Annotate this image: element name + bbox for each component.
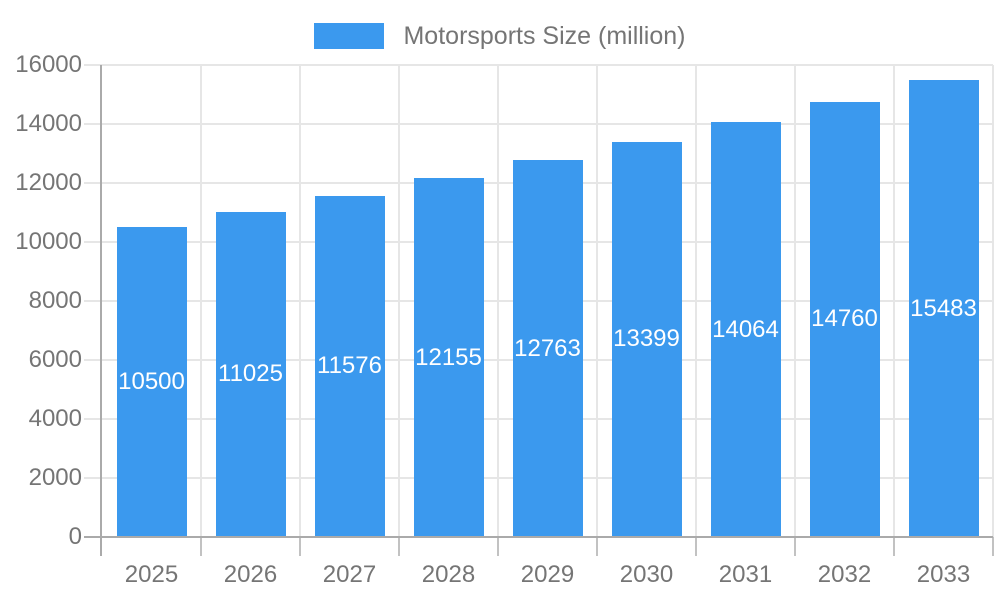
y-axis-tick-label: 0	[68, 523, 82, 550]
x-gridline	[596, 65, 598, 537]
x-gridline	[695, 65, 697, 537]
x-axis-tick-label: 2029	[520, 561, 575, 588]
bar	[710, 122, 781, 537]
y-axis-tick-label: 14000	[15, 110, 82, 137]
y-axis-line	[100, 65, 102, 556]
x-axis-tick	[596, 537, 598, 556]
x-axis-tick-label: 2030	[619, 561, 674, 588]
bar	[116, 227, 187, 537]
bar-value-label: 14760	[811, 305, 878, 333]
y-axis-tick-label: 6000	[28, 346, 82, 373]
x-axis-tick-label: 2033	[916, 561, 971, 588]
x-axis-tick	[398, 537, 400, 556]
bar-value-label: 10500	[118, 368, 185, 396]
x-axis-tick-label: 2027	[322, 561, 377, 588]
bar	[413, 178, 484, 537]
x-gridline	[299, 65, 301, 537]
x-axis-tick-label: 2031	[718, 561, 773, 588]
x-axis-tick-label: 2028	[421, 561, 476, 588]
bar-value-label: 15483	[910, 294, 977, 322]
y-axis-tick-label: 12000	[15, 169, 82, 196]
bar	[809, 101, 880, 537]
y-axis-tick-label: 4000	[28, 405, 82, 432]
bar-value-label: 14064	[712, 315, 779, 343]
x-axis-tick	[497, 537, 499, 556]
y-axis-tick-label: 10000	[15, 228, 82, 255]
x-axis-tick-label: 2032	[817, 561, 872, 588]
bar	[314, 195, 385, 537]
x-axis-tick	[299, 537, 301, 556]
x-gridline	[893, 65, 895, 537]
x-axis-tick	[695, 537, 697, 556]
bar-value-label: 13399	[613, 325, 680, 353]
bar	[215, 211, 286, 537]
y-gridline	[84, 64, 993, 66]
x-axis-tick	[200, 537, 202, 556]
bar-value-label: 11576	[317, 352, 382, 380]
bar-value-label: 12155	[415, 343, 482, 371]
x-axis-line	[84, 536, 993, 538]
x-gridline	[398, 65, 400, 537]
x-axis-tick	[992, 537, 994, 556]
x-axis-tick	[893, 537, 895, 556]
bar	[908, 80, 979, 537]
legend-swatch	[314, 23, 385, 49]
bar	[611, 141, 682, 537]
legend-label: Motorsports Size (million)	[403, 21, 686, 50]
x-gridline	[794, 65, 796, 537]
bar-value-label: 11025	[218, 360, 283, 388]
x-axis-tick-label: 2026	[223, 561, 278, 588]
bar-value-label: 12763	[514, 334, 581, 362]
x-gridline	[992, 65, 994, 537]
y-axis-tick-label: 16000	[15, 51, 82, 78]
x-axis-tick	[794, 537, 796, 556]
x-gridline	[200, 65, 202, 537]
bar	[512, 160, 583, 537]
x-axis-tick-label: 2025	[124, 561, 179, 588]
x-gridline	[497, 65, 499, 537]
legend: Motorsports Size (million)	[0, 21, 1000, 50]
y-axis-tick-label: 2000	[28, 464, 82, 491]
y-axis-tick-label: 8000	[28, 287, 82, 314]
y-gridline	[84, 123, 993, 125]
